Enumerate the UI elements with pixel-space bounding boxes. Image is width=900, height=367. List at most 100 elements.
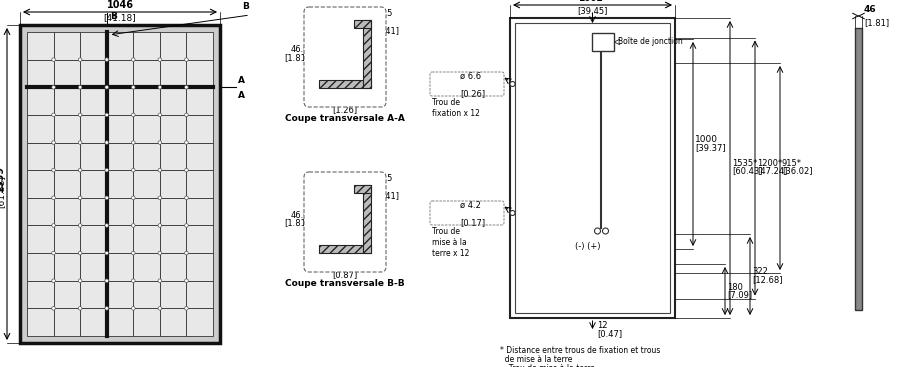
Text: [1.81]: [1.81] [284, 54, 309, 62]
Text: 915*: 915* [782, 159, 802, 167]
Circle shape [78, 86, 82, 89]
Bar [186, 170, 213, 198]
Bar [186, 253, 213, 281]
Text: (-) (+): (-) (+) [575, 242, 600, 251]
Circle shape [105, 168, 109, 172]
Text: 32.0: 32.0 [336, 98, 355, 107]
Circle shape [184, 279, 188, 283]
Bar [54, 225, 80, 253]
Bar [133, 253, 160, 281]
Circle shape [184, 196, 188, 200]
Circle shape [105, 224, 109, 227]
Bar [160, 32, 186, 59]
Bar [27, 142, 54, 170]
Bar [107, 225, 133, 253]
Bar [133, 198, 160, 225]
FancyBboxPatch shape [304, 7, 386, 107]
Circle shape [602, 228, 608, 234]
Text: 46.0: 46.0 [291, 211, 309, 219]
Bar [54, 59, 80, 87]
Bar [133, 115, 160, 142]
Bar [186, 59, 213, 87]
Polygon shape [363, 185, 371, 253]
Circle shape [158, 196, 162, 200]
Circle shape [158, 251, 162, 255]
Bar [20, 25, 220, 343]
Circle shape [595, 228, 600, 234]
Text: [0.17]: [0.17] [460, 218, 485, 227]
Polygon shape [363, 20, 371, 88]
Bar [27, 32, 54, 59]
Text: [0.87]: [0.87] [332, 270, 357, 279]
Text: 322: 322 [752, 268, 768, 276]
Bar [160, 308, 186, 336]
Circle shape [78, 306, 82, 310]
Bar [160, 225, 186, 253]
Circle shape [158, 168, 162, 172]
Text: 1000: 1000 [695, 135, 718, 145]
FancyBboxPatch shape [304, 172, 386, 272]
Bar [80, 225, 107, 253]
Bar [133, 281, 160, 308]
Bar [133, 170, 160, 198]
Circle shape [131, 279, 135, 283]
Text: [36.02]: [36.02] [782, 167, 813, 175]
Text: B: B [243, 2, 249, 11]
Text: A: A [238, 76, 245, 85]
Circle shape [184, 251, 188, 255]
Text: Trou de
fixation x 12: Trou de fixation x 12 [432, 98, 480, 118]
Bar [160, 59, 186, 87]
Bar [515, 23, 670, 313]
Circle shape [158, 58, 162, 61]
Text: [12.68]: [12.68] [752, 276, 782, 284]
Circle shape [184, 168, 188, 172]
Circle shape [131, 141, 135, 144]
Bar [107, 142, 133, 170]
Bar [510, 18, 675, 318]
Bar [160, 253, 186, 281]
Polygon shape [354, 20, 371, 28]
Polygon shape [319, 245, 371, 253]
Circle shape [52, 196, 56, 200]
Text: [1.26]: [1.26] [332, 105, 357, 114]
Circle shape [158, 279, 162, 283]
Text: [1.81]: [1.81] [284, 218, 309, 228]
Circle shape [158, 113, 162, 117]
Circle shape [184, 58, 188, 61]
Bar [27, 59, 54, 87]
Bar [27, 225, 54, 253]
Circle shape [158, 86, 162, 89]
Polygon shape [354, 185, 371, 193]
Bar [186, 198, 213, 225]
Text: * Distance entre trous de fixation et trous: * Distance entre trous de fixation et tr… [500, 346, 661, 355]
Circle shape [105, 251, 109, 255]
Text: [47.24]: [47.24] [757, 167, 788, 175]
Text: B: B [110, 12, 117, 21]
Circle shape [105, 196, 109, 200]
Bar [591, 33, 614, 51]
Circle shape [78, 113, 82, 117]
Circle shape [78, 58, 82, 61]
Text: [0.47]: [0.47] [598, 330, 623, 338]
Text: Coupe transversale B-B: Coupe transversale B-B [285, 279, 405, 288]
Circle shape [158, 306, 162, 310]
Bar [80, 198, 107, 225]
Circle shape [52, 251, 56, 255]
Text: 22.0: 22.0 [336, 263, 355, 272]
Circle shape [131, 86, 135, 89]
Text: 1535*: 1535* [732, 159, 758, 167]
Bar [186, 87, 213, 115]
Bar [133, 225, 160, 253]
Text: [7.09]: [7.09] [727, 291, 752, 299]
Bar [27, 198, 54, 225]
Bar [54, 170, 80, 198]
Bar [855, 28, 862, 310]
Circle shape [184, 141, 188, 144]
Bar [133, 59, 160, 87]
Bar [80, 281, 107, 308]
Text: 1200*: 1200* [757, 159, 782, 167]
Circle shape [105, 141, 109, 144]
Circle shape [184, 113, 188, 117]
Bar [54, 115, 80, 142]
Circle shape [184, 86, 188, 89]
